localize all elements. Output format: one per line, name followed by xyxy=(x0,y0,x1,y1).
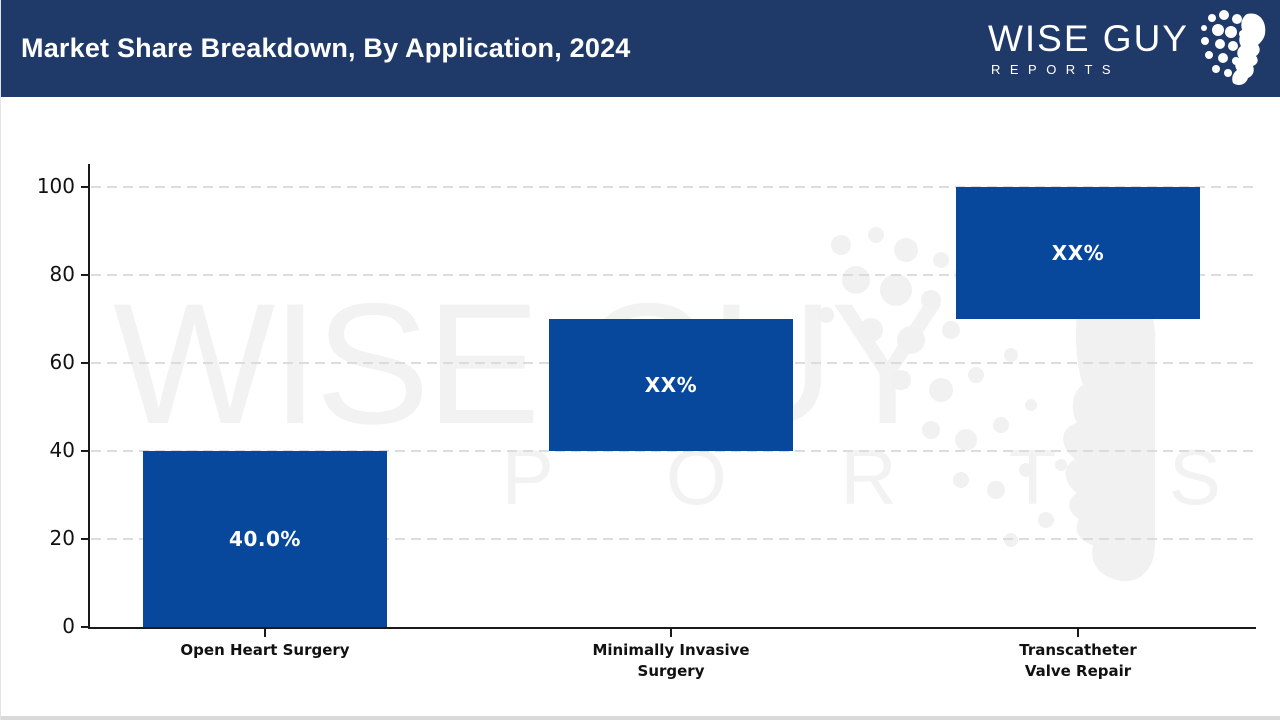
y-tick-60 xyxy=(81,362,89,364)
bar-value-label-3: XX% xyxy=(1051,241,1105,265)
bar-1: 40.0% xyxy=(143,451,387,627)
y-tick-40 xyxy=(81,450,89,452)
y-tick-label-80: 80 xyxy=(49,262,75,286)
y-axis xyxy=(88,164,90,629)
watermark-wordmark: WISE GUY xyxy=(113,268,945,460)
y-tick-label-100: 100 xyxy=(36,174,75,198)
header-banner: Market Share Breakdown, By Application, … xyxy=(1,0,1280,97)
y-tick-80 xyxy=(81,274,89,276)
y-tick-label-40: 40 xyxy=(49,438,75,462)
bar-3: XX% xyxy=(956,187,1200,319)
logo-face-icon xyxy=(1201,9,1266,85)
x-category-label-3: Transcatheter Valve Repair xyxy=(1019,641,1137,680)
bar-value-label-1: 40.0% xyxy=(229,527,301,551)
brand-logo: WISE GUY REPORTS xyxy=(988,8,1267,90)
y-tick-0 xyxy=(81,626,89,628)
bar-value-label-2: XX% xyxy=(644,373,698,397)
y-tick-20 xyxy=(81,538,89,540)
gridline-y20 xyxy=(91,538,1256,540)
y-tick-100 xyxy=(81,186,89,188)
x-tick-3 xyxy=(1077,629,1079,637)
x-category-label-2: Minimally Invasive Surgery xyxy=(592,641,750,680)
brand-logo-text: WISE GUY REPORTS xyxy=(988,20,1189,77)
gridline-y40 xyxy=(91,450,1256,452)
bar-2: XX% xyxy=(549,319,793,451)
chart-title: Market Share Breakdown, By Application, … xyxy=(21,33,631,63)
gridline-y80 xyxy=(91,274,1256,276)
x-axis xyxy=(88,627,1256,629)
y-tick-label-60: 60 xyxy=(49,350,75,374)
watermark-face-icon xyxy=(818,227,1156,582)
x-tick-2 xyxy=(670,629,672,637)
y-tick-label-20: 20 xyxy=(49,526,75,550)
bottom-strip xyxy=(1,716,1280,720)
logo-wordmark: WISE GUY xyxy=(987,18,1189,59)
x-category-label-1: Open Heart Surgery xyxy=(180,641,350,659)
gridline-y100 xyxy=(91,186,1256,188)
x-tick-1 xyxy=(264,629,266,637)
logo-subtext: REPORTS xyxy=(990,62,1121,77)
y-tick-label-0: 0 xyxy=(62,614,75,638)
